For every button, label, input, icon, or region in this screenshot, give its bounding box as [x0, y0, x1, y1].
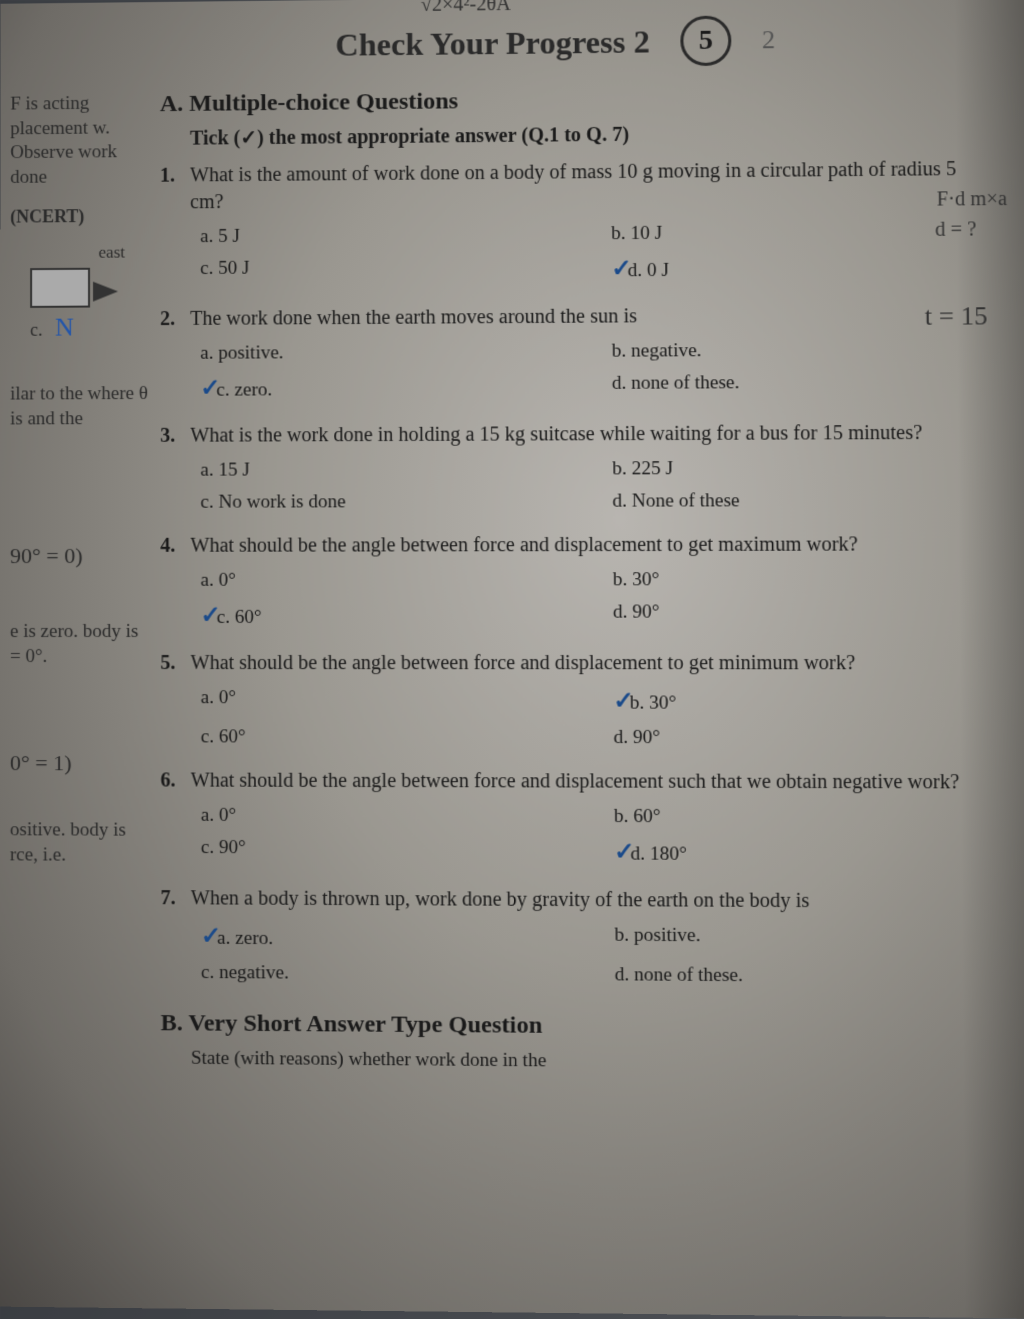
options-6: a. 0° b. 60° c. 90° ✓d. 180°: [201, 803, 992, 870]
q1-opt-a[interactable]: a. 5 J: [200, 221, 570, 249]
qnum-6: 6.: [160, 768, 175, 795]
question-4: 4. What should be the angle between forc…: [160, 531, 990, 632]
q3-opt-d[interactable]: d. None of these: [612, 487, 989, 514]
section-b-heading: B. Very Short Answer Type Question: [161, 1011, 994, 1044]
margin-text-2: ilar to the where θ is and the: [10, 382, 150, 432]
qnum-2: 2.: [160, 306, 175, 333]
qtext-6: What should be the angle between force a…: [191, 770, 960, 794]
page: √2×4²-2θA Check Your Progress 2 5 2 F is…: [0, 0, 1024, 1319]
question-5: 5. What should be the angle between forc…: [160, 650, 991, 751]
options-1: a. 5 J b. 10 J c. 50 J ✓d. 0 J: [200, 218, 987, 288]
q1-opt-d[interactable]: ✓d. 0 J: [611, 250, 987, 285]
q4-opt-c[interactable]: ✓c. 60°: [201, 600, 573, 633]
annotation-1b: d = ?: [935, 216, 977, 244]
options-5: a. 0° ✓b. 30° c. 60° d. 90°: [201, 685, 991, 751]
qtext-4: What should be the angle between force a…: [190, 534, 858, 557]
q7-opt-b[interactable]: b. positive.: [614, 923, 992, 958]
margin-eq-2: 0° = 1): [10, 750, 150, 779]
q4-opt-b[interactable]: b. 30°: [613, 567, 990, 593]
qtext-1: What is the amount of work done on a bod…: [190, 158, 956, 213]
q6-opt-c[interactable]: c. 90°: [201, 835, 573, 869]
qtext-3: What is the work done in holding a 15 kg…: [190, 422, 922, 447]
circled-number: 5: [680, 16, 731, 67]
q5-opt-b[interactable]: ✓b. 30°: [613, 686, 990, 719]
options-4: a. 0° b. 30° ✓c. 60° d. 90°: [200, 567, 990, 632]
hand-n-icon: N: [55, 313, 74, 342]
q2-opt-d[interactable]: d. none of these.: [612, 369, 988, 403]
q2-opt-b[interactable]: b. negative.: [612, 337, 988, 365]
section-a-heading: A. Multiple-choice Questions: [160, 83, 986, 118]
header-row: Check Your Progress 2 5 2: [130, 13, 986, 72]
q5-opt-c[interactable]: c. 60°: [201, 724, 573, 750]
margin-text-1: F is acting placement w. Observe work do…: [10, 91, 150, 190]
qnum-5: 5.: [160, 650, 175, 677]
q1-opt-b[interactable]: b. 10 J: [611, 218, 987, 247]
options-3: a. 15 J b. 225 J c. No work is done d. N…: [200, 455, 989, 515]
q1-opt-c[interactable]: c. 50 J: [200, 253, 571, 288]
cube-diagram: [30, 268, 90, 308]
margin-c-label: c. N: [30, 312, 150, 343]
q6-opt-d[interactable]: ✓d. 180°: [614, 836, 992, 870]
qnum-4: 4.: [160, 533, 175, 560]
section-b-partial: State (with reasons) whether work done i…: [191, 1048, 994, 1076]
q4-opt-a[interactable]: a. 0°: [200, 568, 572, 594]
annotation-2: t = 15: [925, 298, 988, 334]
q5-opt-d[interactable]: d. 90°: [613, 725, 991, 752]
margin-column: F is acting placement w. Observe work do…: [10, 91, 161, 1070]
q7-opt-d[interactable]: d. none of these.: [615, 962, 993, 990]
q6-opt-b[interactable]: b. 60°: [614, 804, 992, 831]
question-3: 3. What is the work done in holding a 15…: [160, 420, 989, 516]
q5-opt-a[interactable]: a. 0°: [201, 685, 573, 718]
margin-eq-1: 90° = 0): [10, 541, 150, 570]
page-title: Check Your Progress 2: [335, 23, 649, 63]
q6-opt-a[interactable]: a. 0°: [201, 803, 573, 830]
qnum-7: 7.: [161, 886, 176, 913]
q3-opt-b[interactable]: b. 225 J: [612, 455, 989, 482]
qnum-1: 1.: [160, 163, 175, 190]
section-a-instruction: Tick (✓) the most appropriate answer (Q.…: [190, 118, 986, 150]
q3-opt-c[interactable]: c. No work is done: [200, 488, 571, 515]
east-label: east: [10, 243, 150, 264]
annotation-1a: F·d m×a: [937, 186, 1008, 214]
qtext-7: When a body is thrown up, work done by g…: [191, 888, 810, 913]
q3-opt-a[interactable]: a. 15 J: [200, 456, 571, 483]
content: F is acting placement w. Observe work do…: [10, 83, 994, 1076]
question-1: 1. What is the amount of work done on a …: [160, 156, 987, 288]
q2-opt-a[interactable]: a. positive.: [200, 339, 571, 367]
q4-opt-d[interactable]: d. 90°: [613, 599, 990, 632]
top-scribble: √2×4²-2θA: [421, 0, 511, 17]
page-number-right: 2: [762, 25, 775, 55]
options-2: a. positive. b. negative. ✓c. zero. d. n…: [200, 337, 988, 405]
options-7: ✓a. zero. b. positive. c. negative. d. n…: [201, 921, 993, 990]
ncert-label: (NCERT): [10, 204, 150, 228]
question-2: 2. The work done when the earth moves ar…: [160, 301, 988, 405]
qtext-2: The work done when the earth moves aroun…: [190, 305, 637, 330]
q2-opt-c[interactable]: ✓c. zero.: [200, 371, 571, 405]
main-column: A. Multiple-choice Questions Tick (✓) th…: [160, 83, 994, 1076]
q7-opt-a[interactable]: ✓a. zero.: [201, 921, 574, 956]
question-6: 6. What should be the angle between forc…: [160, 768, 992, 871]
margin-text-4: ositive. body is rce, i.e.: [10, 818, 151, 868]
question-7: 7. When a body is thrown up, work done b…: [161, 886, 993, 991]
margin-text-3: e is zero. body is = 0°.: [10, 620, 150, 669]
qnum-3: 3.: [160, 423, 175, 450]
q7-opt-c[interactable]: c. negative.: [201, 960, 574, 988]
qtext-5: What should be the angle between force a…: [191, 652, 856, 674]
